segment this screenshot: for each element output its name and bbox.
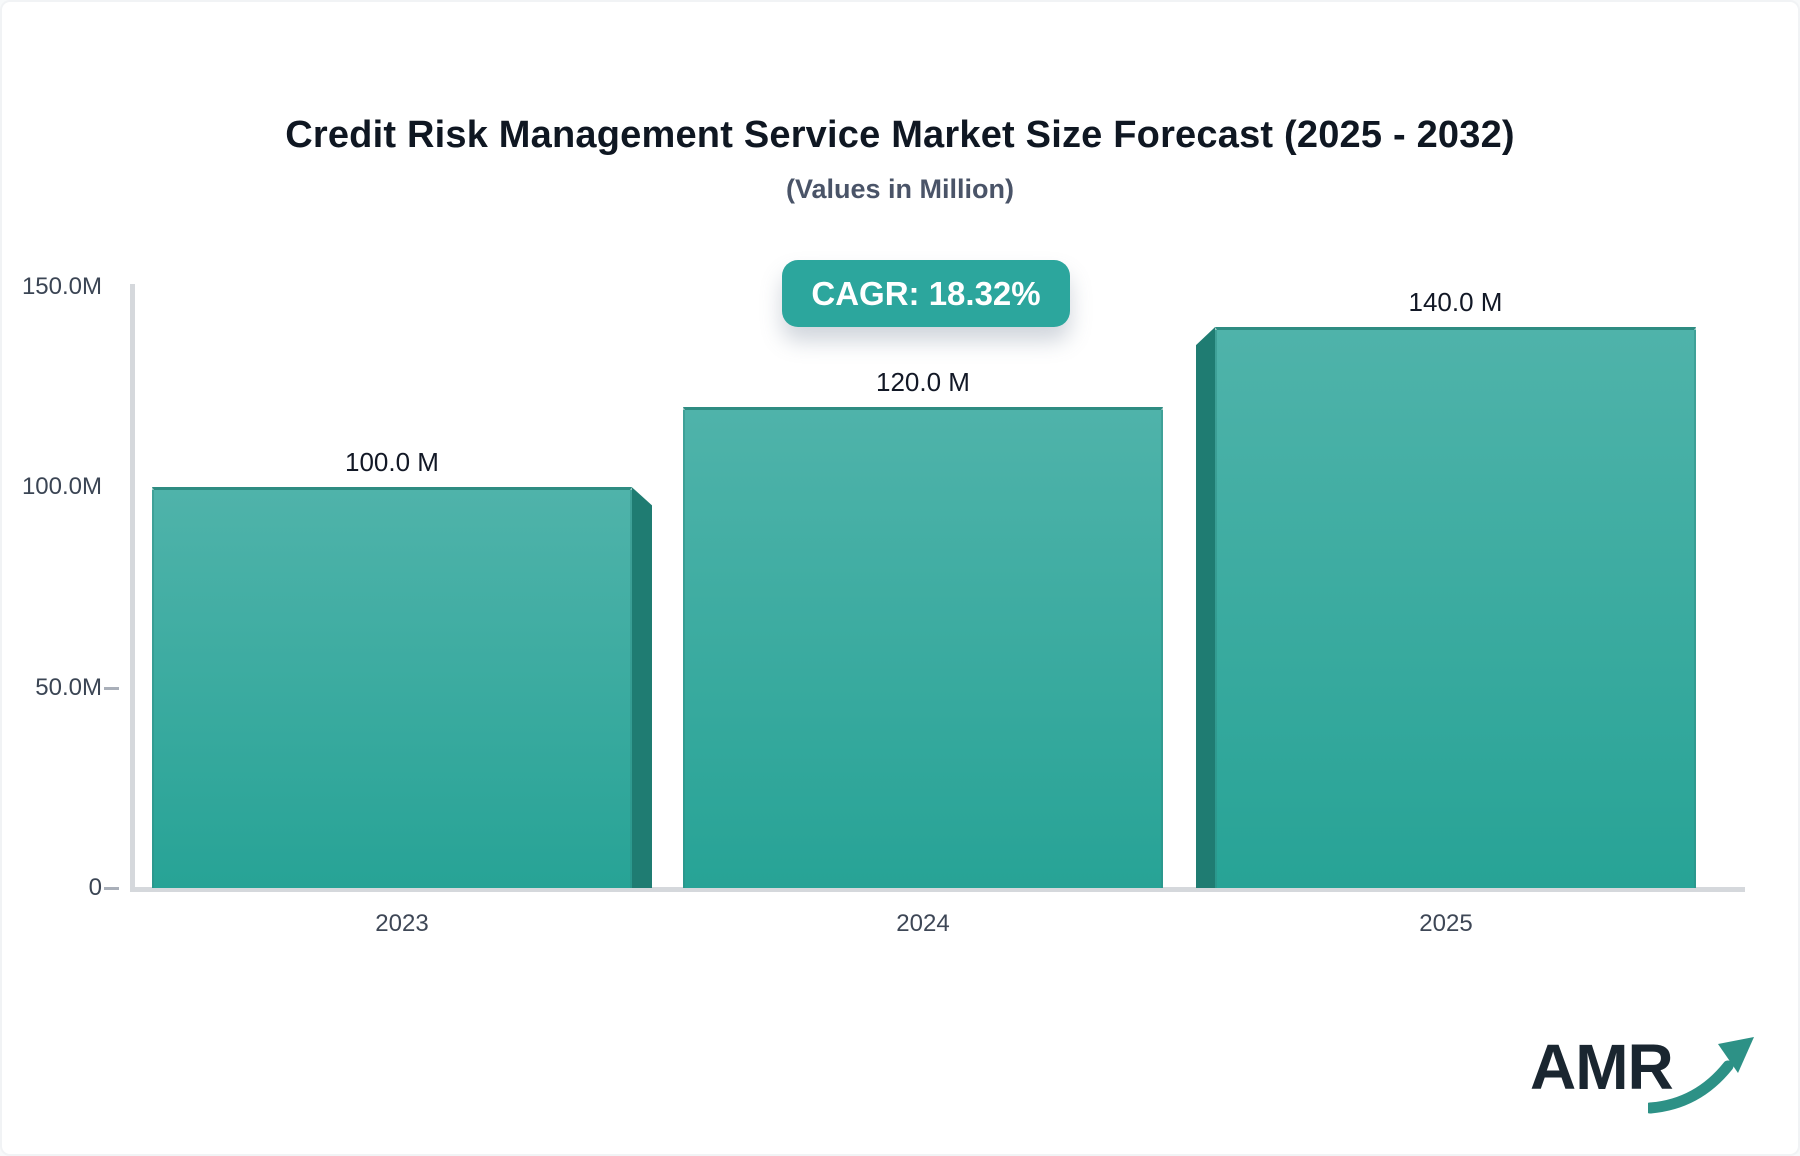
bar-3d-side: [1196, 327, 1215, 888]
y-axis-tick-mark: [104, 686, 119, 690]
amr-logo-text: AMR: [1530, 1031, 1674, 1103]
y-axis-tick-label: 0: [88, 874, 102, 901]
bar-value-label: 120.0 M: [876, 367, 970, 398]
trend-up-arrow-icon: [1648, 1037, 1754, 1114]
y-axis-tick-label: 50.0M: [35, 673, 102, 701]
page-title: Credit Risk Management Service Market Si…: [285, 114, 1515, 156]
y-axis-tick-label: 150.0M: [21, 273, 102, 300]
x-axis-label-2024: 2024: [896, 910, 950, 937]
amr-logo: AMR: [1530, 1030, 1754, 1120]
x-axis-label-2023: 2023: [375, 910, 429, 937]
cagr-badge: CAGR: 18.32%: [782, 260, 1070, 327]
x-axis-label-2025: 2025: [1419, 910, 1473, 937]
cagr-badge-label: CAGR: 18.32%: [811, 274, 1041, 312]
y-axis-tick-mark: [104, 887, 119, 890]
y-axis-tick-label: 100.0M: [21, 473, 102, 501]
x-axis-line: [130, 887, 1745, 892]
bar-value-label: 140.0 M: [1408, 287, 1503, 318]
bar-3d-side: [632, 487, 652, 888]
chart-subtitle: (Values in Million): [785, 174, 1015, 204]
bar-2025: [1215, 327, 1696, 888]
y-axis-line: [130, 284, 135, 892]
bar-2023: [152, 487, 632, 888]
bar-2024: [683, 407, 1163, 888]
bar-value-label: 100.0 M: [345, 447, 439, 478]
